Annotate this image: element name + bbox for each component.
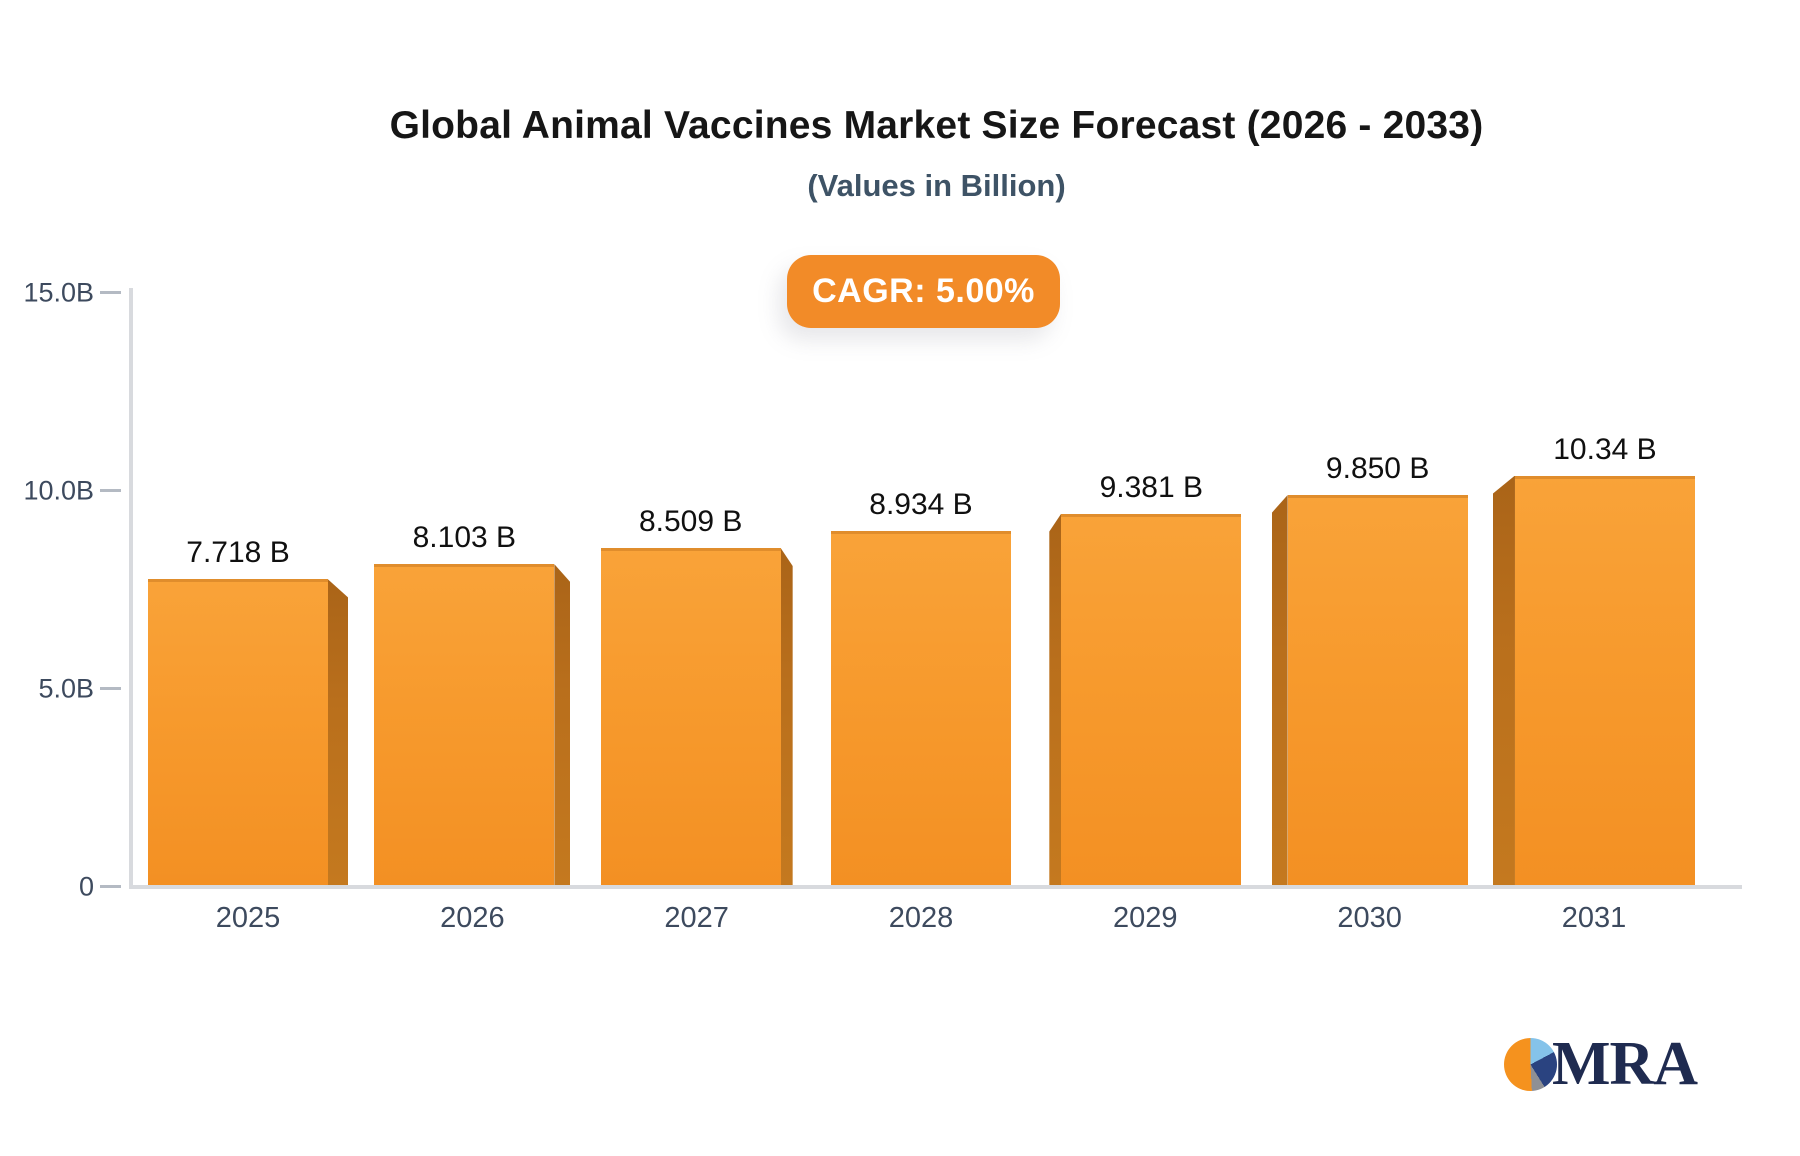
x-tick-label-2026: 2026 [440, 902, 505, 934]
y-tick-label-15.0B: 15.0B [23, 277, 94, 308]
y-tick-mark [100, 687, 121, 690]
bar-side-face [780, 548, 793, 885]
bar-side-face [554, 564, 571, 885]
bar-2030[interactable] [1271, 494, 1468, 885]
x-tick-label-2028: 2028 [888, 902, 954, 934]
mra-logo-pie-icon [1504, 1038, 1557, 1091]
bar-face [830, 531, 1011, 885]
cagr-badge-label: CAGR: 5.00% [812, 272, 1035, 310]
bar-2025[interactable] [148, 579, 348, 885]
bar-face [1514, 475, 1695, 885]
x-tick-label-2030: 2030 [1337, 902, 1402, 934]
bar-value-label: 8.103 B [412, 521, 517, 555]
y-tick-label-0: 0 [78, 871, 94, 902]
bar-value-label: 9.850 B [1325, 451, 1430, 485]
bar-face [1287, 494, 1468, 885]
y-tick-label-10.0B: 10.0B [23, 475, 94, 506]
x-tick-label-2031: 2031 [1561, 902, 1627, 934]
x-tick-label-2025: 2025 [215, 902, 281, 934]
bar-value-label: 8.509 B [638, 505, 743, 539]
bar-face [374, 564, 555, 885]
chart-title: Global Animal Vaccines Market Size Forec… [389, 104, 1484, 147]
bar-face [1061, 513, 1242, 885]
y-tick-mark [100, 291, 121, 294]
bar-value-label: 8.934 B [869, 488, 973, 522]
mra-logo-text: MRA [1552, 1030, 1698, 1098]
mra-logo: MRA [1504, 1030, 1698, 1098]
bar-2027[interactable] [600, 548, 793, 885]
bar-2029[interactable] [1049, 513, 1242, 885]
x-tick-label-2027: 2027 [664, 902, 729, 934]
cagr-badge: CAGR: 5.00% [787, 255, 1060, 328]
bar-face [600, 548, 781, 885]
bar-2026[interactable] [374, 564, 571, 885]
bar-value-label: 9.381 B [1099, 470, 1204, 504]
bar-2031[interactable] [1492, 475, 1695, 885]
x-tick-label-2029: 2029 [1113, 902, 1178, 934]
bar-side-face [1049, 513, 1062, 885]
y-tick-mark [100, 489, 121, 492]
bar-2028[interactable] [830, 531, 1011, 885]
bar-side-face [1271, 494, 1288, 885]
y-tick-mark [100, 885, 121, 888]
bar-side-face [328, 579, 348, 885]
y-axis-line [129, 288, 133, 888]
bar-value-label: 7.718 B [186, 536, 290, 570]
y-tick-label-5.0B: 5.0B [38, 673, 94, 704]
chart-subtitle: (Values in Billion) [807, 168, 1066, 203]
bar-side-face [1492, 475, 1515, 885]
bar-face [148, 579, 328, 885]
x-axis-line [129, 885, 1742, 889]
bar-value-label: 10.34 B [1553, 432, 1657, 466]
